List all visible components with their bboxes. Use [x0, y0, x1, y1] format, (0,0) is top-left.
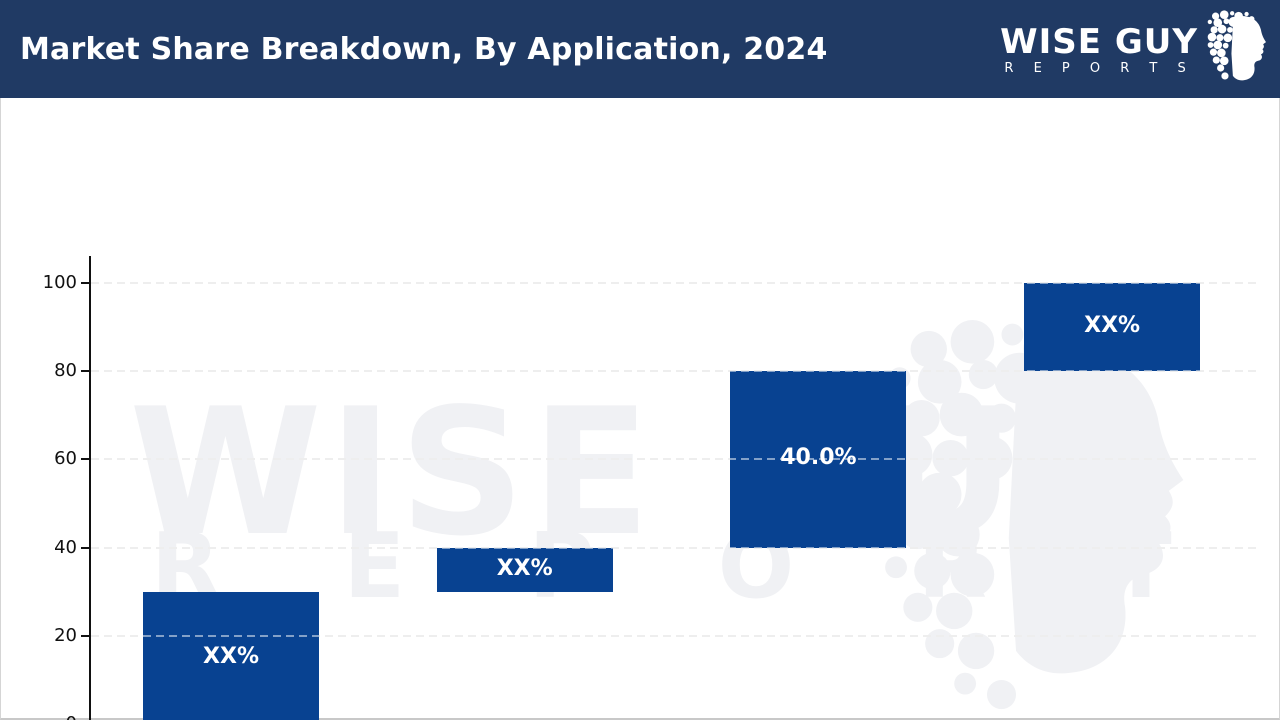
y-tick-mark — [81, 370, 89, 373]
gridline-overlay — [91, 458, 1256, 461]
y-tick-label: 60 — [54, 448, 77, 470]
brand-name: WISE GUY — [1000, 22, 1198, 62]
gridline-overlay — [91, 546, 1256, 549]
y-tick-label: 40 — [54, 536, 77, 558]
y-tick-label: 20 — [54, 624, 77, 646]
y-tick-label: 0 — [17, 713, 77, 720]
chart-canvas: WISE GUY R E P O R T S — [0, 98, 1280, 720]
bar-commercial — [143, 591, 319, 720]
bar-industrial — [436, 547, 613, 592]
bar-institutional — [1024, 283, 1201, 372]
brand-wordmark: WISE GUY R E P O R T S — [1000, 25, 1198, 75]
bar-value-label: 40.0% — [780, 445, 857, 471]
y-tick-label: 100 — [42, 272, 77, 293]
y-axis-line — [89, 256, 91, 720]
y-tick-mark — [81, 458, 89, 461]
y-tick-mark — [81, 282, 89, 284]
bar-value-label: XX% — [496, 555, 553, 581]
gridline-overlay — [91, 282, 1256, 284]
brand-subtitle: R E P O R T S — [1004, 61, 1194, 76]
gridline-overlay — [91, 634, 1256, 637]
bar-value-label: XX% — [1084, 313, 1141, 339]
gridline-overlay — [91, 370, 1256, 373]
brand-logo: WISE GUY R E P O R T S — [1000, 7, 1266, 93]
y-tick-mark — [81, 546, 89, 549]
y-tick-label: 80 — [54, 360, 77, 382]
page-title: Market Share Breakdown, By Application, … — [20, 31, 828, 67]
brand-face-dots-icon — [1207, 10, 1266, 81]
bar-value-label: XX% — [203, 643, 259, 669]
y-tick-mark — [81, 634, 89, 637]
title-bar: Market Share Breakdown, By Application, … — [0, 0, 1280, 98]
